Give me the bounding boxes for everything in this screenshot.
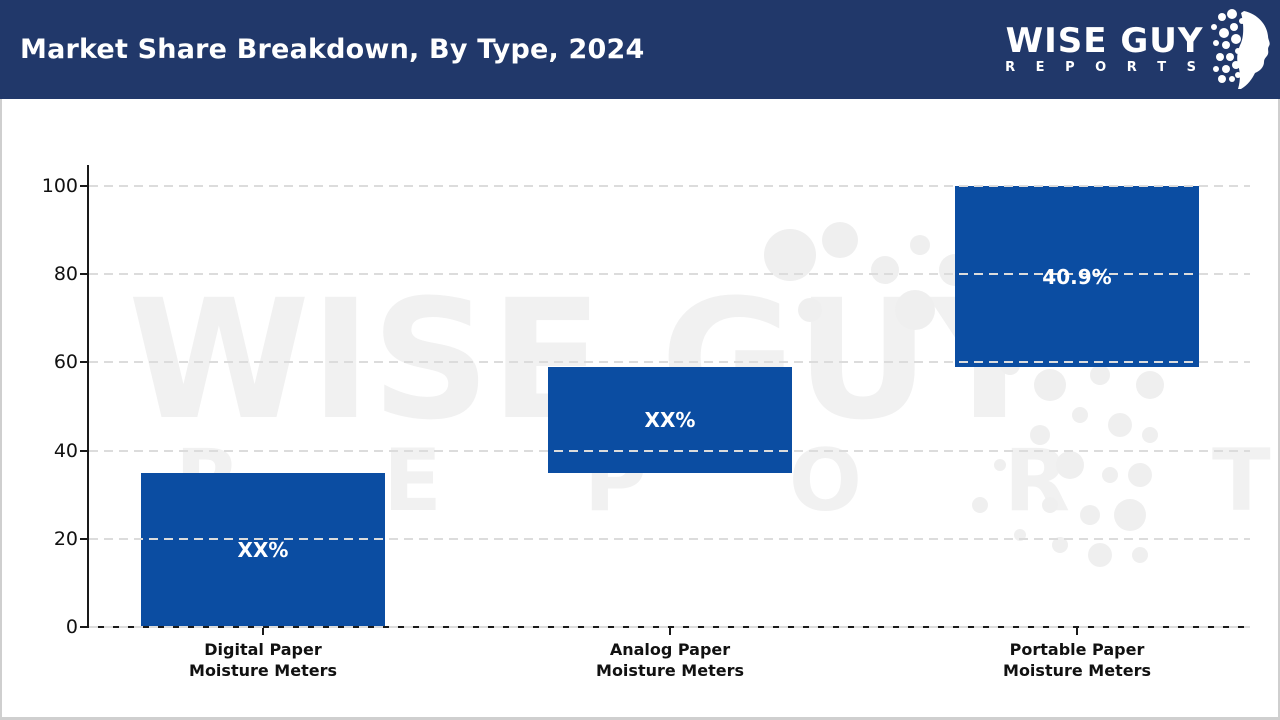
bar-segment [141,472,385,627]
logo-wordmark: WISE GUY [1005,21,1204,61]
bar-value-label: XX% [644,407,696,432]
gridline [89,449,1250,452]
frame-edge-bottom [0,717,1280,720]
bar-segment [548,366,792,473]
frame-edge-right [1278,99,1280,720]
category-label-line: Analog Paper [609,640,731,659]
x-axis-tick [669,628,671,635]
y-axis-spine [87,165,89,628]
page-title: Market Share Breakdown, By Type, 2024 [20,34,645,65]
y-axis-tick-label: 0 [65,616,78,638]
category-label-line: Moisture Meters [596,661,744,680]
dotted-head-logo-icon [1211,9,1270,89]
y-axis-tick [80,537,87,540]
bar-segment [955,186,1199,367]
y-axis-tick-label: 60 [53,351,78,374]
category-label: Analog Paper Moisture Meters [520,639,820,681]
y-axis-tick [80,185,87,187]
frame-edge-left [0,99,2,720]
y-axis-tick [80,626,87,628]
x-axis-tick [1076,628,1078,635]
x-axis-tick [262,628,264,635]
category-label: Digital Paper Moisture Meters [113,639,413,681]
y-axis-tick-label: 80 [53,263,78,286]
gridline [89,273,1250,276]
y-axis-tick [80,449,87,452]
y-axis-tick [80,273,87,276]
gridline [89,361,1250,364]
category-label-line: Digital Paper [204,640,322,659]
gridline [89,185,1250,187]
wise-guy-logo-text: WISE GUY R E P O R T S [1005,24,1204,76]
bar-value-label: XX% [237,537,289,562]
y-axis-tick [80,361,87,364]
category-label: Portable Paper Moisture Meters [927,639,1227,681]
gridline [89,626,1250,628]
y-axis-tick-label: 40 [53,439,78,462]
y-axis-tick-label: 100 [41,175,78,197]
gridline [89,537,1250,540]
header-band: Market Share Breakdown, By Type, 2024 WI… [0,0,1280,99]
category-label-line: Portable Paper [1009,640,1145,659]
bar-value-label: 40.9% [1042,264,1112,289]
category-label-line: Moisture Meters [189,661,337,680]
wise-guy-logo: WISE GUY R E P O R T S [1004,6,1272,94]
y-axis-tick-label: 20 [53,527,78,550]
category-label-line: Moisture Meters [1003,661,1151,680]
logo-subtitle: R E P O R T S [1005,60,1204,75]
